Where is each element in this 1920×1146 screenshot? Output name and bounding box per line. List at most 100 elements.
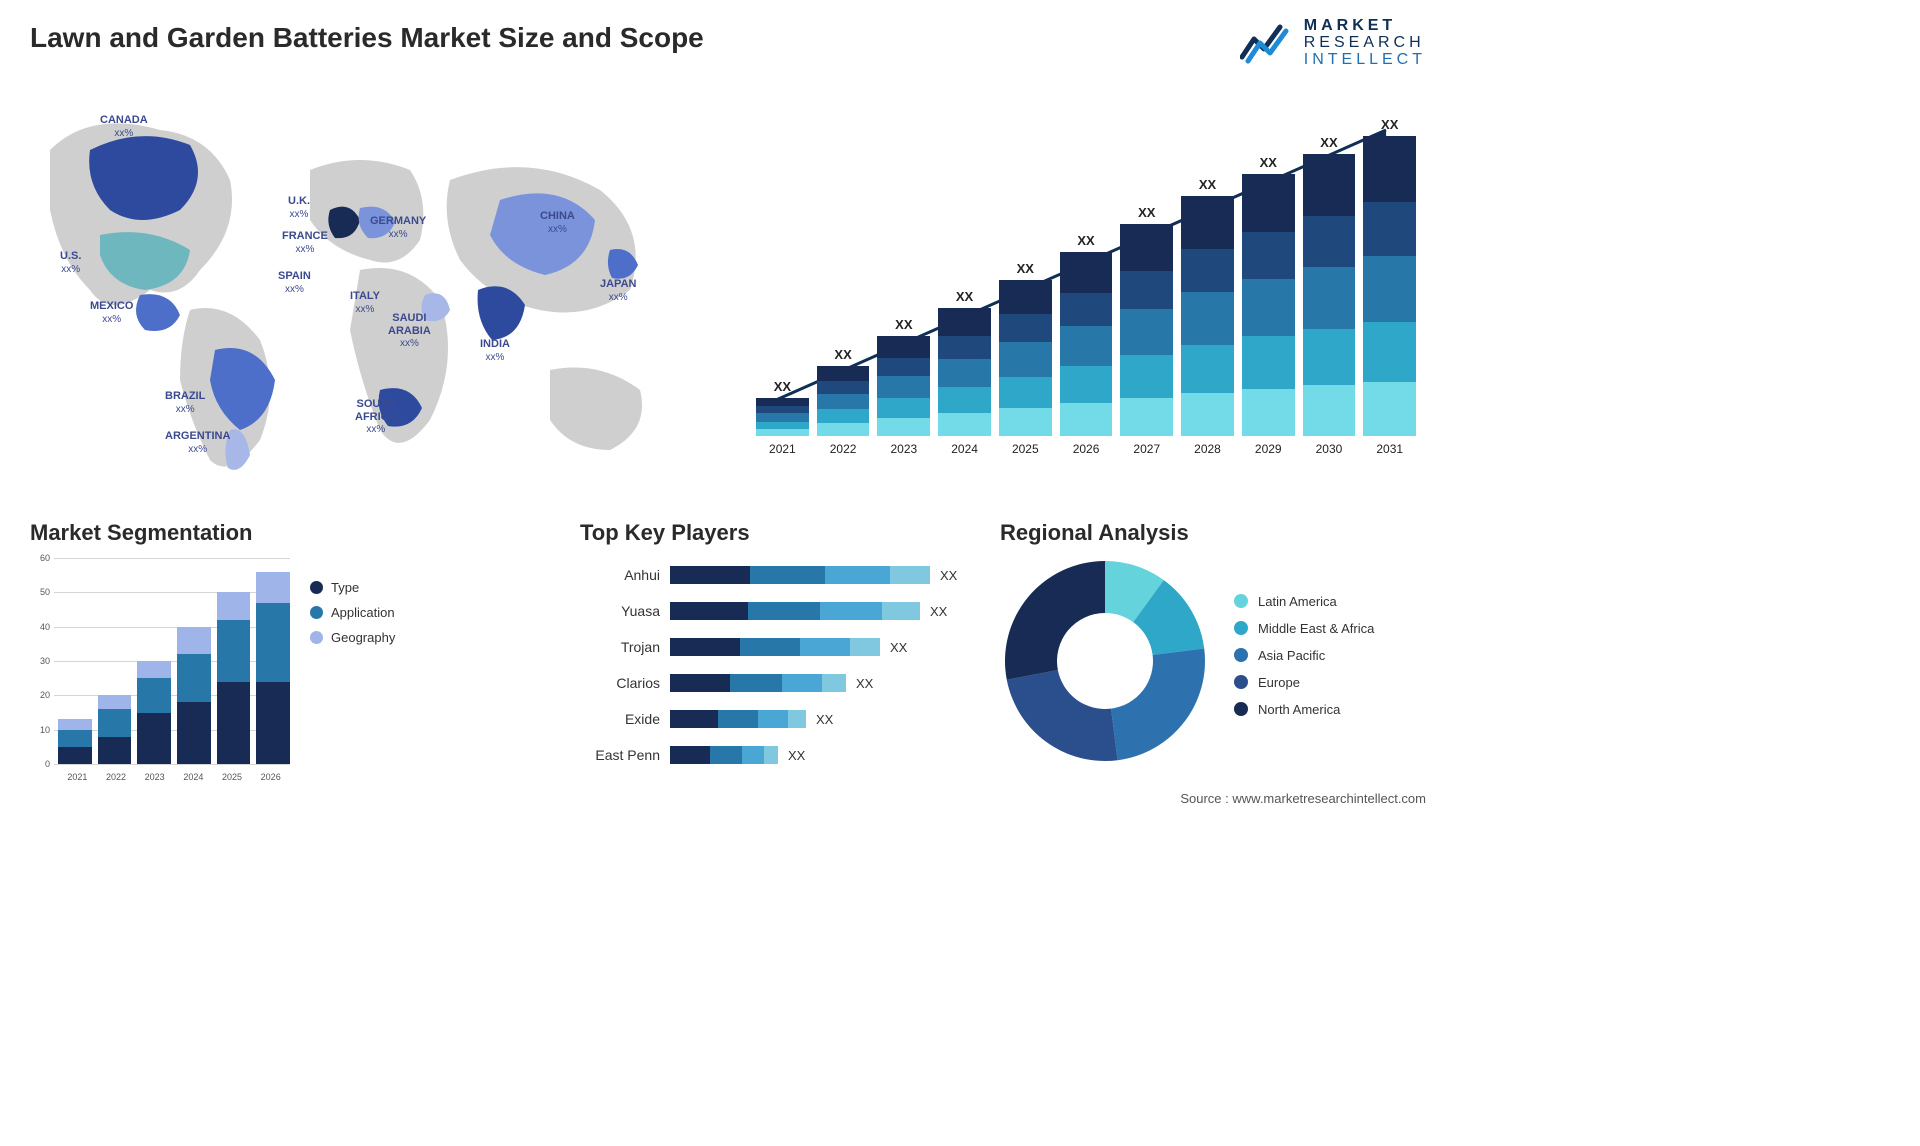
regional-donut-chart <box>1000 556 1210 766</box>
regional-legend-item: North America <box>1234 702 1374 717</box>
key-player-row: Yuasa XX <box>580 596 980 626</box>
seg-y-tick: 40 <box>30 622 50 632</box>
key-player-value: XX <box>940 568 957 583</box>
growth-bar-year: 2024 <box>951 442 978 456</box>
segmentation-heading: Market Segmentation <box>30 520 450 546</box>
growth-bar-value: XX <box>1199 177 1216 192</box>
growth-bar: XX 2025 <box>999 261 1052 456</box>
key-player-bar <box>670 602 920 620</box>
growth-bar-value: XX <box>1138 205 1155 220</box>
brand-logo: MARKET RESEARCH INTELLECT <box>1240 18 1426 68</box>
key-player-bar <box>670 710 806 728</box>
map-country-label: SAUDIARABIAxx% <box>388 312 431 350</box>
seg-legend-item: Application <box>310 605 395 620</box>
key-player-bar <box>670 566 930 584</box>
seg-y-tick: 30 <box>30 656 50 666</box>
key-player-name: Exide <box>580 711 670 727</box>
seg-y-tick: 10 <box>30 725 50 735</box>
growth-bar: XX 2023 <box>877 317 930 456</box>
map-country-label: JAPANxx% <box>600 278 636 303</box>
growth-bar-year: 2026 <box>1073 442 1100 456</box>
growth-bar: XX2022 <box>817 347 870 456</box>
key-player-value: XX <box>788 748 805 763</box>
growth-bar: XX2031 <box>1363 117 1416 456</box>
seg-x-tick: 2024 <box>174 772 213 782</box>
growth-bar-value: XX <box>774 379 791 394</box>
key-player-row: East PennXX <box>580 740 980 770</box>
growth-bar-year: 2025 <box>1012 442 1039 456</box>
growth-bar-year: 2028 <box>1194 442 1221 456</box>
map-country-label: U.K.xx% <box>288 195 310 220</box>
growth-bar: XX 2029 <box>1242 155 1295 456</box>
growth-bar-value: XX <box>956 289 973 304</box>
map-country-label: CHINAxx% <box>540 210 575 235</box>
regional-legend-item: Middle East & Africa <box>1234 621 1374 636</box>
regional-legend-item: Europe <box>1234 675 1374 690</box>
seg-x-tick: 2021 <box>58 772 97 782</box>
page-title: Lawn and Garden Batteries Market Size an… <box>30 22 704 54</box>
growth-bar-value: XX <box>1017 261 1034 276</box>
key-player-bar <box>670 638 880 656</box>
key-players-chart: AnhuiXXYuasaXXTrojanXXClariosXXExideXXEa… <box>580 560 980 770</box>
map-country-label: SOUTHAFRICAxx% <box>355 398 397 436</box>
key-player-name: Trojan <box>580 639 670 655</box>
seg-bar <box>217 592 251 764</box>
growth-bar-year: 2030 <box>1316 442 1343 456</box>
segmentation-chart: 0102030405060 202120222023202420252026 <box>30 558 290 788</box>
seg-y-tick: 20 <box>30 690 50 700</box>
map-country-label: GERMANYxx% <box>370 215 426 240</box>
source-label: Source : www.marketresearchintellect.com <box>1180 791 1426 806</box>
map-country-label: CANADAxx% <box>100 114 148 139</box>
map-country-label: ITALYxx% <box>350 290 380 315</box>
map-country-label: U.S.xx% <box>60 250 81 275</box>
growth-bar-value: XX <box>1077 233 1094 248</box>
growth-bar-year: 2023 <box>890 442 917 456</box>
key-players-heading: Top Key Players <box>580 520 980 546</box>
growth-bar-value: XX <box>834 347 851 362</box>
donut-slice <box>1111 648 1205 760</box>
seg-bar <box>98 695 132 764</box>
segmentation-section: Market Segmentation 0102030405060 202120… <box>30 520 450 788</box>
seg-x-tick: 2022 <box>97 772 136 782</box>
key-player-bar <box>670 674 846 692</box>
key-player-value: XX <box>930 604 947 619</box>
map-country-label: SPAINxx% <box>278 270 311 295</box>
regional-section: Regional Analysis Latin America Middle Ea… <box>1000 520 1420 766</box>
key-player-name: Yuasa <box>580 603 670 619</box>
growth-bar-year: 2031 <box>1376 442 1403 456</box>
key-player-row: Clarios XX <box>580 668 980 698</box>
logo-text-2: RESEARCH <box>1304 35 1426 52</box>
seg-x-tick: 2026 <box>251 772 290 782</box>
key-player-name: Clarios <box>580 675 670 691</box>
map-country-label: ARGENTINAxx% <box>165 430 230 455</box>
key-player-bar <box>670 746 778 764</box>
logo-text-1: MARKET <box>1304 18 1426 35</box>
seg-legend-item: Geography <box>310 630 395 645</box>
regional-heading: Regional Analysis <box>1000 520 1420 546</box>
key-player-value: XX <box>856 676 873 691</box>
growth-bar: XX2027 <box>1120 205 1173 456</box>
donut-slice <box>1007 670 1118 761</box>
growth-bar-value: XX <box>895 317 912 332</box>
seg-legend-item: Type <box>310 580 395 595</box>
regional-legend-item: Latin America <box>1234 594 1374 609</box>
world-map: CANADAxx%U.S.xx%MEXICOxx%BRAZILxx%ARGENT… <box>30 90 710 490</box>
growth-bar: XX 2028 <box>1181 177 1234 456</box>
seg-x-tick: 2023 <box>135 772 174 782</box>
key-player-value: XX <box>890 640 907 655</box>
growth-bar: XX2021 <box>756 379 809 456</box>
logo-mark-icon <box>1240 21 1294 65</box>
growth-bar: XX 2024 <box>938 289 991 456</box>
regional-legend-item: Asia Pacific <box>1234 648 1374 663</box>
growth-bar-value: XX <box>1260 155 1277 170</box>
seg-y-tick: 0 <box>30 759 50 769</box>
seg-y-tick: 50 <box>30 587 50 597</box>
seg-bar <box>58 719 92 764</box>
growth-bar-year: 2029 <box>1255 442 1282 456</box>
map-country-label: FRANCExx% <box>282 230 328 255</box>
segmentation-legend: Type Application Geography <box>310 580 395 655</box>
map-country-label: BRAZILxx% <box>165 390 205 415</box>
key-player-name: Anhui <box>580 567 670 583</box>
growth-bar: XX 2026 <box>1060 233 1113 456</box>
growth-chart: XX2021XX2022XX2023XX2024XX2025XX2026XX20… <box>756 100 1416 480</box>
